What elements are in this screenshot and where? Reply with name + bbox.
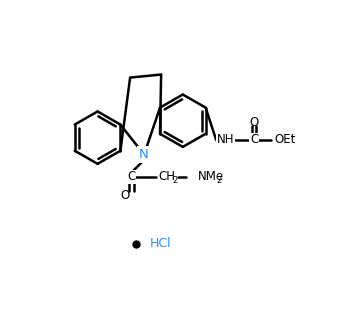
Text: 2: 2	[216, 176, 222, 184]
Text: NH: NH	[217, 133, 234, 146]
Text: HCl: HCl	[149, 238, 171, 250]
Text: O: O	[250, 116, 259, 129]
Text: NMe: NMe	[198, 171, 224, 183]
Text: N: N	[139, 148, 149, 161]
Text: O: O	[121, 189, 130, 202]
Text: C: C	[127, 171, 136, 183]
Text: OEt: OEt	[274, 133, 296, 146]
Text: CH: CH	[159, 171, 176, 183]
Text: 2: 2	[172, 176, 178, 184]
Text: C: C	[250, 133, 258, 146]
